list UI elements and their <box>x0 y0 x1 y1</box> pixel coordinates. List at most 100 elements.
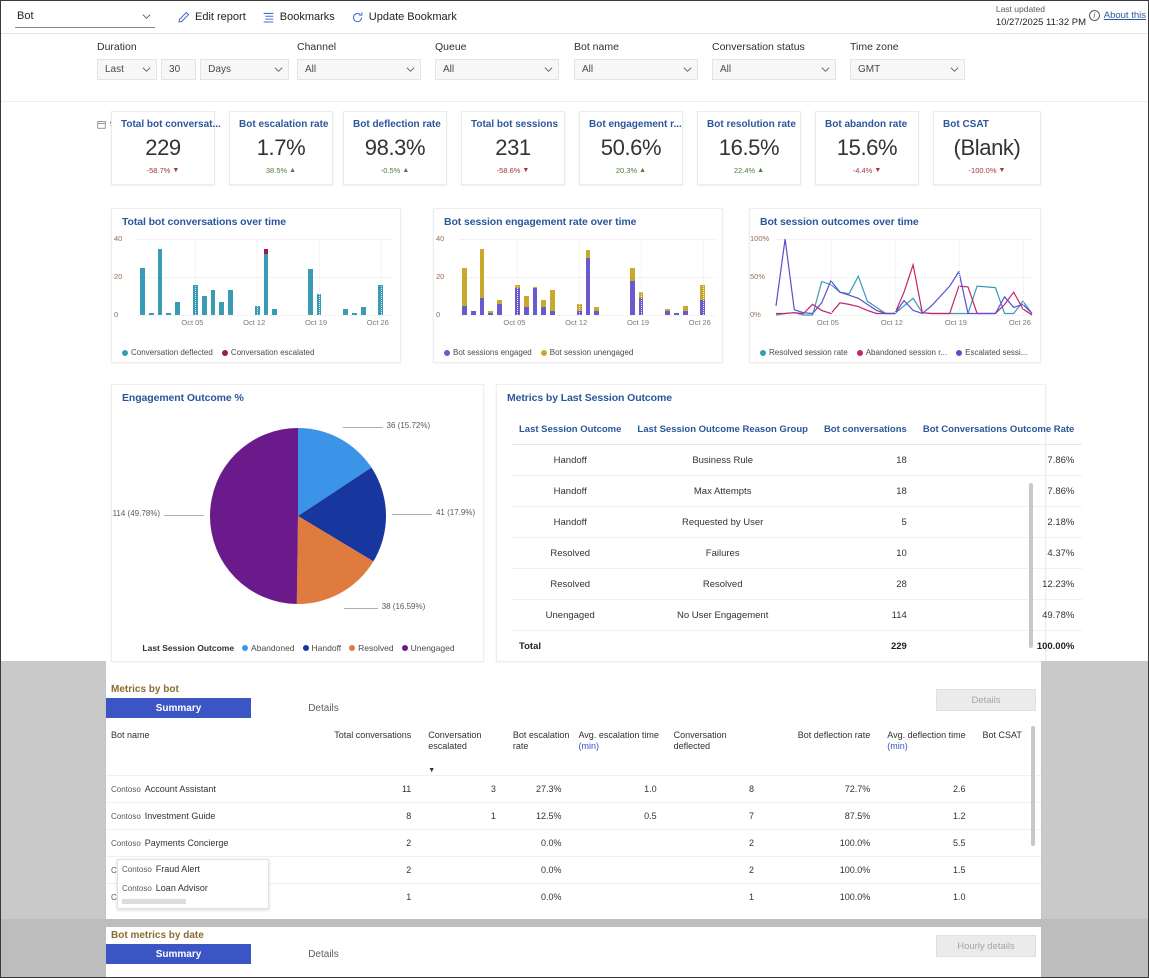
kpi-card[interactable]: Bot resolution rate 16.5% 22.4% ▲ <box>697 111 801 185</box>
sort-descending-icon[interactable]: ▼ <box>428 766 436 774</box>
line-series[interactable] <box>775 238 1033 315</box>
column-header[interactable]: Last Session Outcome <box>511 418 630 445</box>
pie-slice[interactable] <box>298 428 372 516</box>
column-header[interactable]: Last Session Outcome Reason Group <box>629 418 816 445</box>
legend-item[interactable]: Unengaged <box>401 643 455 653</box>
about-this-label[interactable]: About this <box>1103 10 1146 21</box>
table-row[interactable]: Resolved Resolved 28 12.23% <box>511 568 1083 600</box>
bar-segment[interactable] <box>343 309 348 315</box>
table-row[interactable]: Contoso Payments Concierge 2 0.0% 2 100.0% 5.5 <box>106 828 1041 856</box>
table-row[interactable]: Unengaged No User Engagement 114 49.78% <box>511 599 1083 631</box>
column-header[interactable]: Conversation deflected <box>673 730 727 752</box>
legend-item[interactable]: Handoff <box>302 643 341 653</box>
bar-segment[interactable] <box>629 267 635 281</box>
column-header[interactable]: Bot deflection rate <box>797 730 871 740</box>
table-row[interactable]: Handoff Max Attempts 18 7.86% <box>511 475 1083 507</box>
bar-segment[interactable] <box>175 301 181 315</box>
metrics-by-outcome-panel[interactable]: Metrics by Last Session Outcome Last Ses… <box>496 384 1083 662</box>
bar-segment[interactable] <box>488 311 494 314</box>
chart-panel-total-conversations[interactable]: Total bot conversations over time 0 20 40 O… <box>111 208 401 363</box>
column-header[interactable]: Avg. escalation time (min) <box>578 730 659 752</box>
update-bookmark-button[interactable]: Update Bookmark <box>351 11 457 24</box>
table-row[interactable]: Handoff Business Rule 18 7.86% <box>511 444 1083 476</box>
legend-item[interactable]: Conversation deflected <box>122 348 213 357</box>
bar-segment[interactable] <box>594 311 600 315</box>
bot-metrics-by-date-panel[interactable]: Bot metrics by date Summary Details Hour… <box>106 927 1041 977</box>
bar-segment[interactable] <box>550 311 556 315</box>
column-header[interactable]: Bot CSAT <box>982 730 1022 740</box>
bar-segment[interactable] <box>673 313 679 315</box>
tab-details-date[interactable]: Details <box>251 944 396 964</box>
duration-unit-select[interactable]: Days <box>200 59 289 80</box>
bot-name-select[interactable]: All <box>574 59 698 80</box>
bar-segment[interactable] <box>461 267 467 306</box>
hourly-details-button[interactable]: Hourly details <box>936 935 1036 957</box>
bar-segment[interactable] <box>523 296 529 308</box>
bar-segment[interactable] <box>157 248 163 315</box>
bar-segment[interactable] <box>479 248 485 298</box>
duration-count-input[interactable]: 30 <box>161 59 197 80</box>
edit-report-button[interactable]: Edit report <box>177 11 246 24</box>
bar-segment[interactable] <box>219 301 225 315</box>
pie-slice[interactable] <box>296 516 374 604</box>
kpi-card[interactable]: Total bot conversat... 229 -58.7% ▼ <box>111 111 221 185</box>
bar-segment[interactable] <box>576 303 582 312</box>
kpi-card[interactable]: Total bot sessions 231 -58.6% ▼ <box>461 111 565 185</box>
bar-segment[interactable] <box>523 307 529 315</box>
table-row[interactable]: Resolved Failures 10 4.37% <box>511 537 1083 569</box>
table-row[interactable]: Contoso Investment Guide 8 1 12.5% 0.5 7 87.5% 1… <box>106 801 1041 829</box>
legend-item[interactable]: Bot sessions engaged <box>444 348 532 357</box>
legend-item[interactable]: Resolved session rate <box>760 348 848 357</box>
kpi-card[interactable]: Bot engagement r... 50.6% 20.3% ▲ <box>579 111 683 185</box>
bar-segment[interactable] <box>541 299 547 308</box>
bar-segment[interactable] <box>139 267 145 315</box>
duration-mode-select[interactable]: Last <box>97 59 158 80</box>
kpi-card[interactable]: Bot abandon rate 15.6% -4.4% ▼ <box>815 111 919 185</box>
line-series[interactable] <box>775 274 1033 316</box>
bar-segment[interactable] <box>210 290 216 315</box>
legend-item[interactable]: Escalated sessi... <box>956 348 1027 357</box>
bar-segment[interactable] <box>351 313 357 315</box>
bar-segment[interactable] <box>461 305 467 315</box>
bar-segment[interactable] <box>228 290 234 315</box>
table-row[interactable]: Contoso Account Assistant 11 3 27.3% 1.0 8 72.7… <box>106 774 1041 802</box>
bookmarks-button[interactable]: Bookmarks <box>262 11 335 24</box>
bar-segment[interactable] <box>497 299 503 304</box>
column-header[interactable]: Bot escalation rate <box>512 730 570 752</box>
bar-segment[interactable] <box>585 258 591 315</box>
bar-segment[interactable] <box>263 254 269 315</box>
bar-segment[interactable] <box>192 284 198 315</box>
legend-item[interactable]: Abandoned session r... <box>856 348 947 357</box>
legend-item[interactable]: Abandoned <box>242 643 295 653</box>
legend-item[interactable]: Resolved <box>349 643 394 653</box>
details-button[interactable]: Details <box>936 689 1036 711</box>
bar-segment[interactable] <box>682 305 688 312</box>
bar-segment[interactable] <box>665 309 670 312</box>
column-header[interactable]: Total conversations <box>334 730 412 740</box>
column-header[interactable]: Bot conversations <box>815 418 915 445</box>
about-this-link[interactable]: i About this <box>1088 10 1146 21</box>
bar-segment[interactable] <box>148 313 154 315</box>
chart-panel-session-outcomes[interactable]: Bot session outcomes over time 0% 50% 100%… <box>749 208 1041 363</box>
bar-segment[interactable] <box>594 307 600 312</box>
tab-summary-date[interactable]: Summary <box>106 944 251 964</box>
column-header[interactable]: Bot name <box>111 730 150 740</box>
bar-segment[interactable] <box>470 311 476 315</box>
bar-segment[interactable] <box>201 296 207 315</box>
bar-segment[interactable] <box>166 313 172 315</box>
column-header[interactable]: Avg. deflection time (min) <box>887 730 966 752</box>
bar-segment[interactable] <box>488 313 494 315</box>
bar-segment[interactable] <box>629 280 635 315</box>
column-header[interactable]: Conversation escalated ▼ <box>428 730 482 774</box>
bot-selector[interactable]: Bot <box>15 7 155 28</box>
bar-segment[interactable] <box>360 307 366 315</box>
bar-segment[interactable] <box>479 297 485 315</box>
channel-select[interactable]: All <box>297 59 421 80</box>
bar-segment[interactable] <box>514 288 520 315</box>
bar-segment[interactable] <box>514 284 520 289</box>
legend-item[interactable]: Conversation escalated <box>221 348 314 357</box>
legend-item[interactable]: Bot session unengaged <box>540 348 633 357</box>
bar-segment[interactable] <box>497 303 503 315</box>
bar-segment[interactable] <box>682 311 688 315</box>
tab-summary[interactable]: Summary <box>106 698 251 718</box>
